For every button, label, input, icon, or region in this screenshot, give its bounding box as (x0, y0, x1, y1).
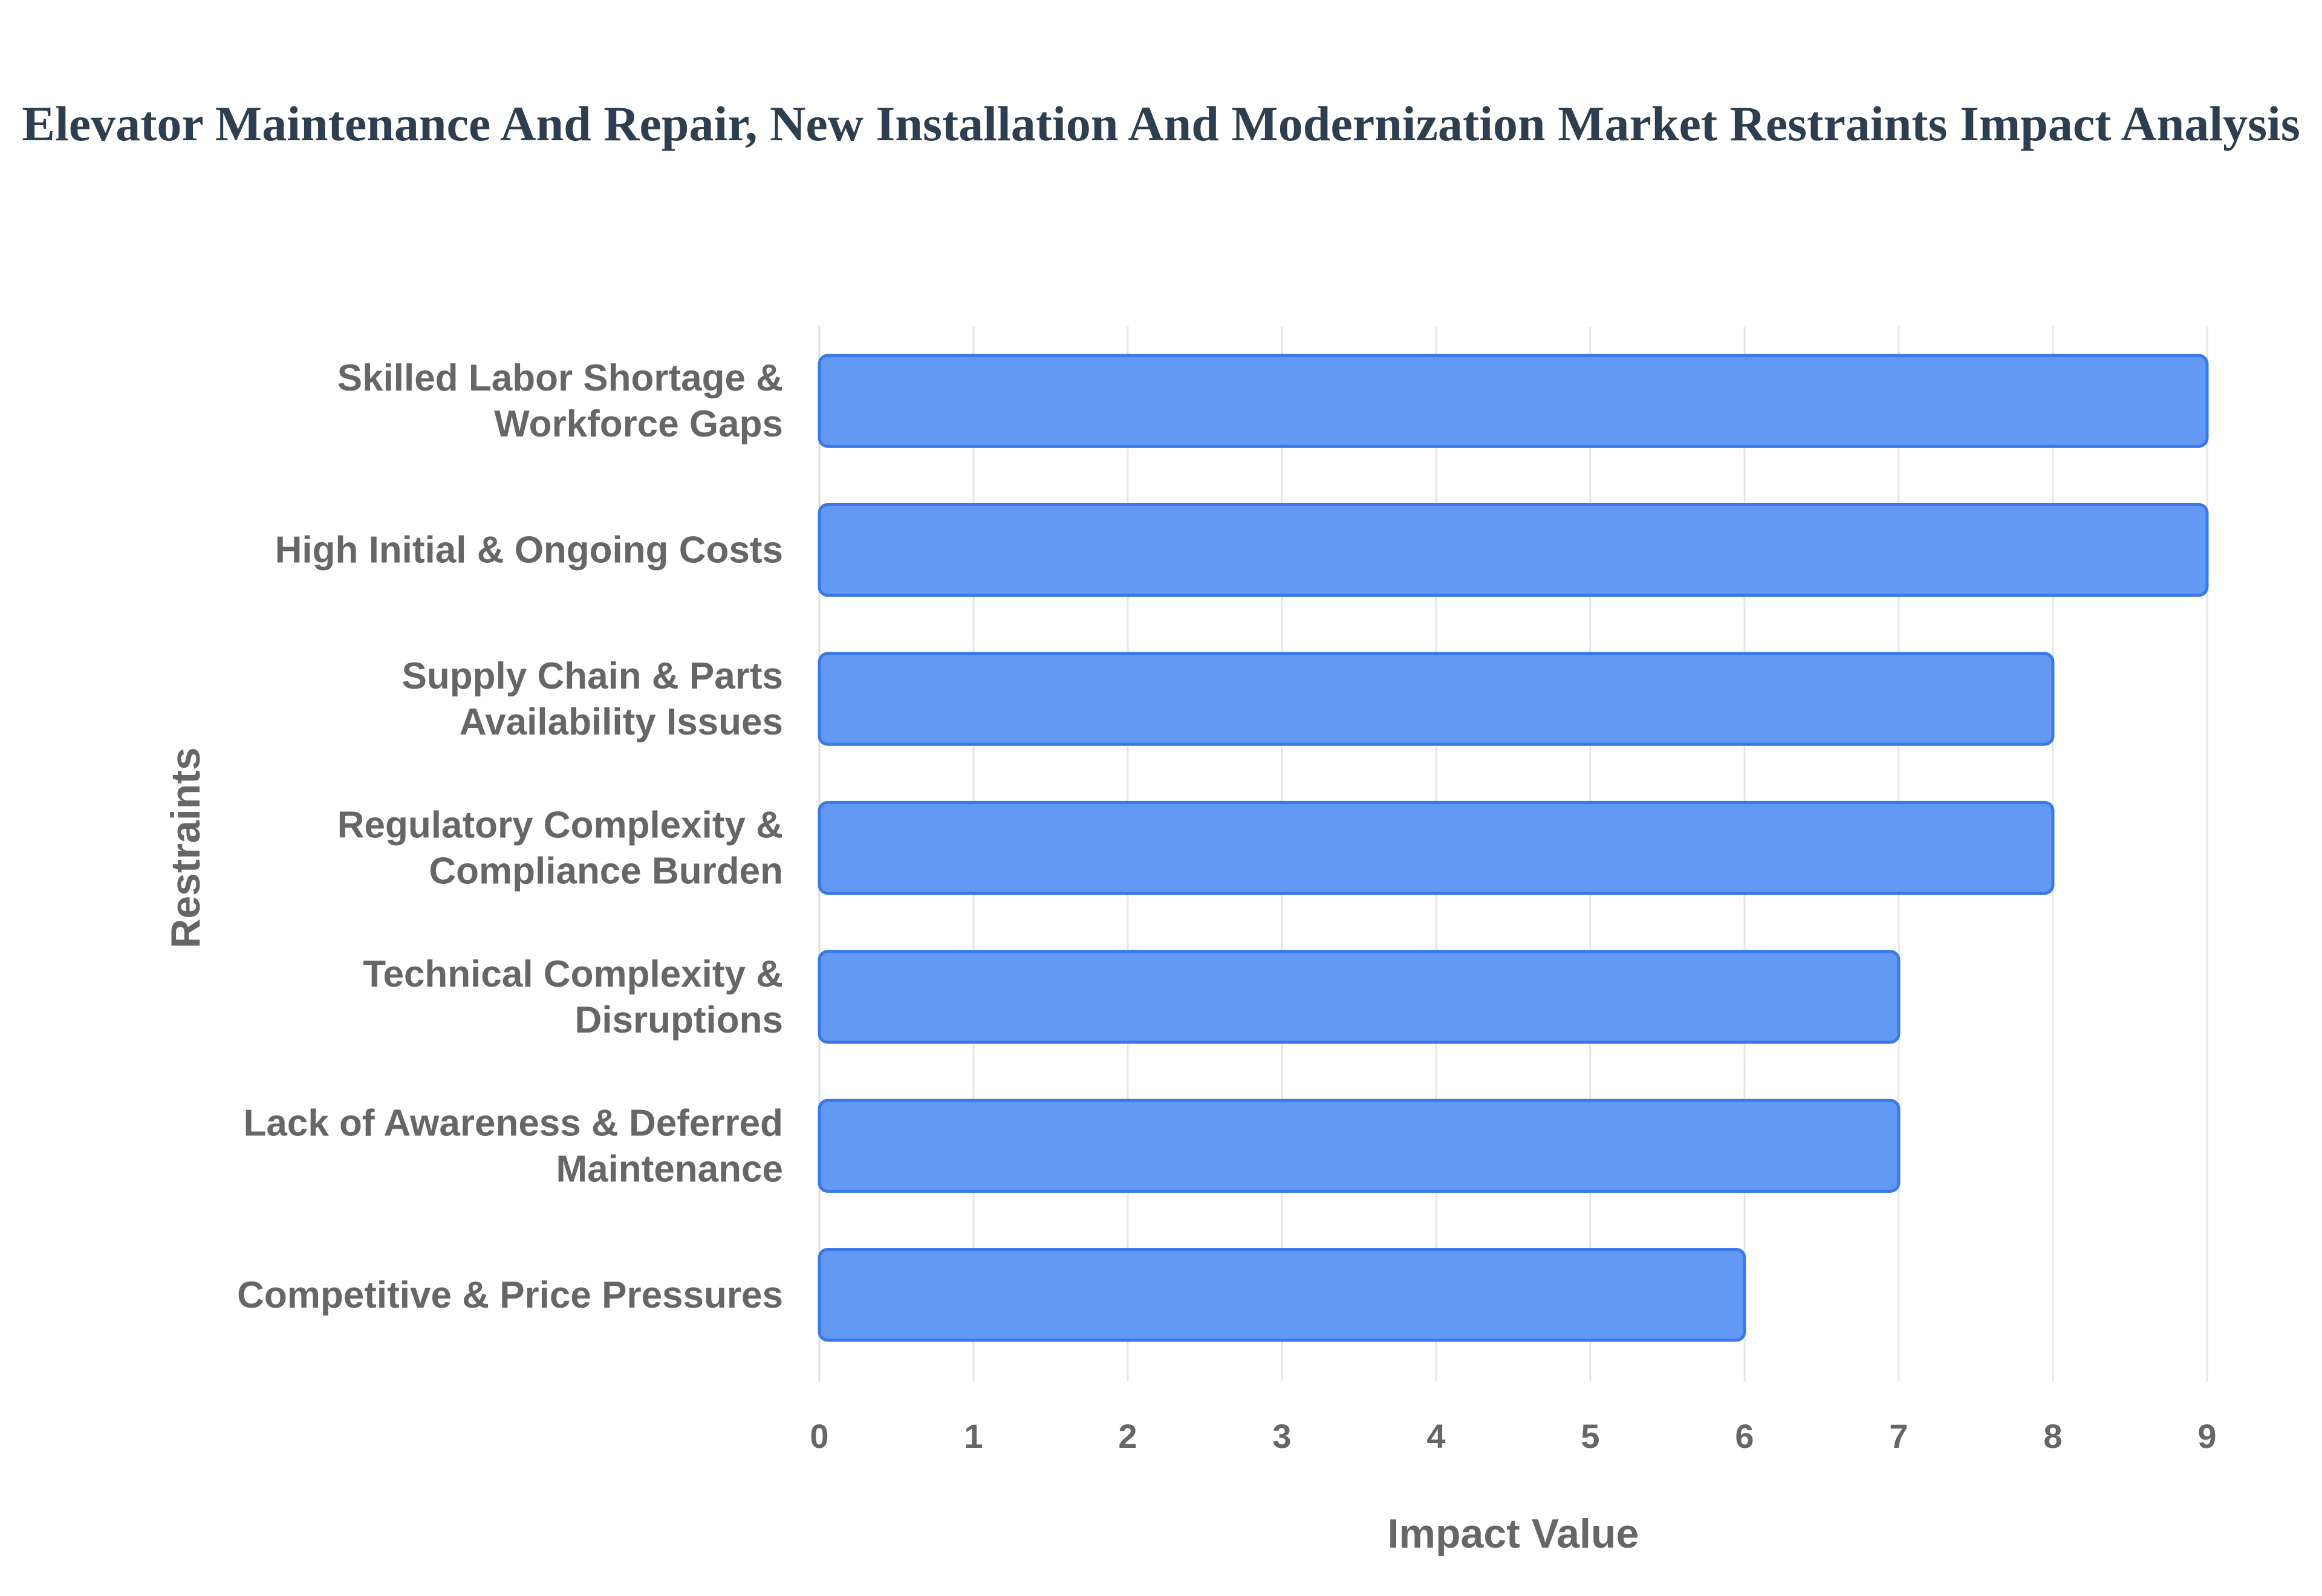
category-label: Regulatory Complexity & Compliance Burden (337, 804, 783, 892)
x-tick-label: 9 (2197, 1417, 2216, 1455)
x-tick-label: 0 (810, 1417, 828, 1455)
x-tick-labels: 0 1 2 3 4 5 6 7 8 9 (810, 1417, 2216, 1455)
category-label: High Initial & Ongoing Costs (275, 529, 783, 571)
x-tick-label: 2 (1118, 1417, 1137, 1455)
x-tick-label: 7 (1889, 1417, 1908, 1455)
bar (818, 502, 2209, 597)
category-label: Competitive & Price Pressures (237, 1274, 783, 1315)
x-tick-label: 3 (1272, 1417, 1291, 1455)
y-axis-title: Restraints (163, 747, 209, 949)
chart-title: Elevator Maintenance And Repair, New Ins… (22, 96, 2300, 151)
bar (818, 652, 2055, 746)
bar (818, 800, 2055, 895)
bar (818, 1248, 1746, 1342)
bar (818, 354, 2209, 448)
x-tick-label: 1 (964, 1417, 983, 1455)
bar (818, 950, 1901, 1044)
category-label: Skilled Labor Shortage & Workforce Gaps (337, 357, 783, 445)
x-tick-label: 5 (1581, 1417, 1599, 1455)
category-label: Technical Complexity & Disruptions (363, 953, 783, 1040)
bar (818, 1098, 1901, 1193)
x-axis-title: Impact Value (1388, 1511, 1639, 1557)
x-tick-label: 6 (1735, 1417, 1754, 1455)
category-label: Supply Chain & Parts Availability Issues (402, 655, 783, 743)
x-tick-label: 8 (2043, 1417, 2062, 1455)
bars (818, 354, 2209, 1342)
x-tick-label: 4 (1426, 1417, 1445, 1455)
category-label: Lack of Awareness & Deferred Maintenance (244, 1102, 784, 1190)
y-tick-labels: Skilled Labor Shortage & Workforce Gaps Hi… (237, 357, 783, 1316)
